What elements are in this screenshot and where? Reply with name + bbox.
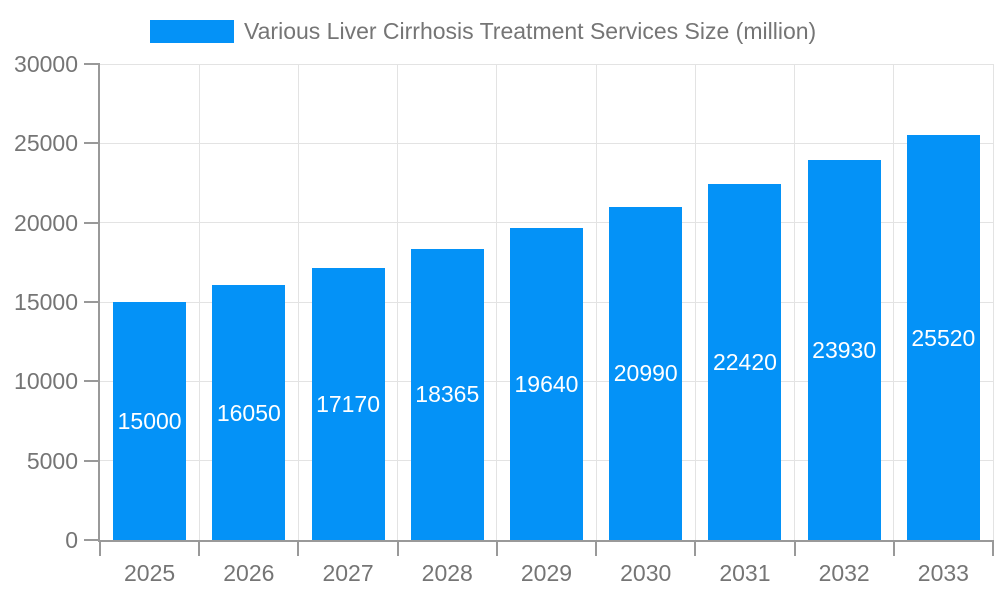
grid-line-v	[794, 64, 796, 540]
x-tick-label: 2032	[818, 560, 870, 586]
x-tick-label: 2031	[719, 560, 771, 586]
x-tick-label: 2029	[520, 560, 573, 586]
bar-value-label: 22420	[712, 349, 777, 376]
x-tick-mark	[694, 540, 697, 556]
bar: 20990	[609, 206, 683, 540]
x-tick-label: 2027	[322, 560, 374, 586]
bar: 25520	[906, 135, 980, 540]
grid-line-v	[297, 64, 299, 540]
grid-line-v	[992, 64, 994, 540]
grid-line-v	[893, 64, 895, 540]
x-tick-label: 2025	[124, 560, 176, 586]
x-tick-mark	[99, 540, 101, 556]
bar: 15000	[113, 302, 187, 540]
y-tick-label: 20000	[14, 209, 78, 236]
bar: 19640	[510, 228, 583, 540]
grid-line-v	[397, 64, 399, 540]
grid-line-v	[694, 64, 696, 540]
y-axis-line	[98, 64, 100, 540]
y-tick-mark	[84, 142, 100, 145]
bar: 16050	[212, 285, 286, 540]
y-tick-mark	[84, 63, 100, 65]
y-tick-mark	[84, 539, 100, 541]
y-tick-label: 0	[65, 527, 78, 553]
grid-line-v	[496, 64, 498, 540]
x-tick-mark	[297, 540, 300, 556]
x-tick-label: 2030	[620, 560, 672, 586]
bar-value-label: 17170	[316, 390, 381, 417]
bar: 23930	[807, 160, 881, 540]
bar-value-label: 19640	[514, 371, 579, 398]
x-tick-label: 2033	[917, 560, 969, 586]
y-tick-mark	[84, 459, 100, 462]
x-tick-label: 2028	[421, 560, 473, 586]
bar: 18365	[410, 248, 484, 540]
bar-value-label: 18365	[415, 381, 480, 408]
x-tick-mark	[793, 540, 796, 556]
y-tick-label: 15000	[14, 289, 78, 315]
x-tick-mark	[595, 540, 598, 556]
bar-value-label: 20990	[613, 360, 678, 387]
x-tick-mark	[892, 540, 895, 556]
legend-swatch	[150, 20, 234, 43]
y-tick-mark	[84, 301, 100, 303]
bar-value-label: 16050	[216, 399, 281, 426]
y-tick-label: 25000	[14, 130, 78, 157]
bar: 17170	[311, 267, 385, 540]
x-tick-mark	[198, 540, 201, 556]
legend-item[interactable]: Various Liver Cirrhosis Treatment Servic…	[150, 19, 816, 44]
y-tick-label: 30000	[14, 51, 78, 77]
bar-value-label: 15000	[117, 408, 182, 434]
bar-value-label: 23930	[812, 337, 877, 364]
grid-line-v	[198, 64, 200, 540]
grid-line-h	[100, 63, 993, 65]
x-axis-line	[98, 540, 993, 542]
x-tick-mark	[495, 540, 498, 556]
legend-label: Various Liver Cirrhosis Treatment Servic…	[244, 18, 817, 44]
grid-line-h	[100, 222, 993, 224]
x-tick-mark	[992, 540, 994, 556]
grid-line-v	[595, 64, 597, 540]
y-tick-mark	[84, 221, 100, 224]
x-tick-label: 2026	[223, 560, 275, 586]
grid-line-h	[100, 142, 993, 144]
bar: 22420	[708, 184, 782, 540]
bar-value-label: 25520	[911, 324, 976, 351]
y-tick-mark	[84, 380, 100, 383]
y-tick-label: 5000	[26, 447, 78, 474]
y-tick-label: 10000	[14, 368, 78, 395]
x-tick-mark	[396, 540, 399, 556]
